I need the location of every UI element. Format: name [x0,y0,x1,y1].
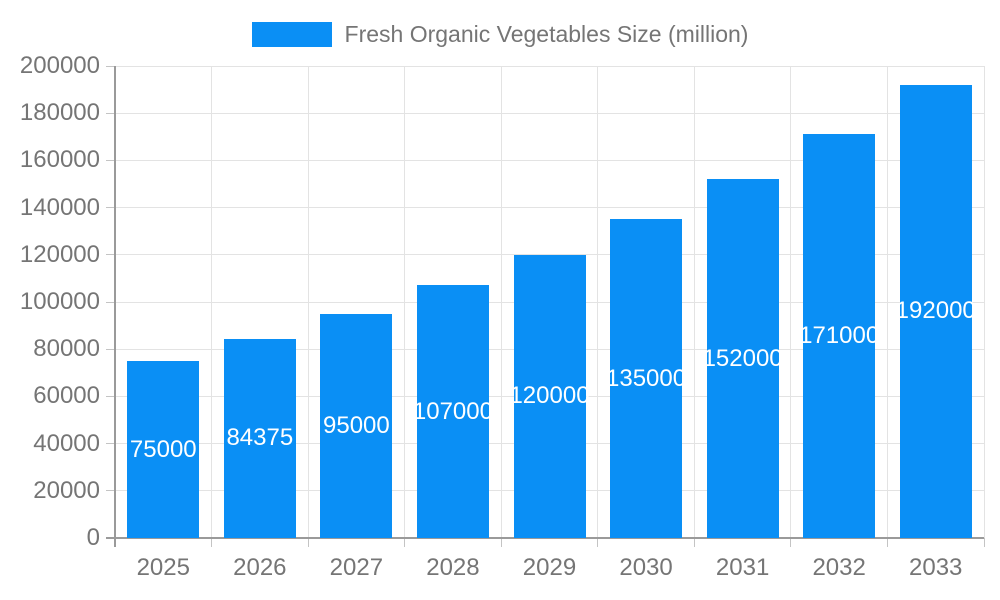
v-gridline [211,66,213,538]
h-gridline [115,207,984,209]
x-axis-tick [597,538,599,547]
x-tick-label: 2032 [812,554,866,581]
bar-2032[interactable] [803,134,876,538]
y-axis-tick [106,348,115,350]
y-axis-line [114,66,116,547]
legend-label: Fresh Organic Vegetables Size (million) [344,21,749,47]
x-tick-label: 2031 [715,554,770,581]
y-axis-tick [106,112,115,114]
bar-2033[interactable] [899,84,972,538]
x-tick-label: 2025 [136,554,190,581]
x-tick-label: 2027 [329,554,384,581]
legend-swatch[interactable] [251,22,332,48]
bar-2029[interactable] [513,254,586,538]
y-axis-tick [106,490,115,492]
v-gridline [404,66,406,538]
y-axis-tick [106,254,115,256]
y-axis-tick [106,443,115,445]
bar-2030[interactable] [610,219,683,538]
x-axis-line [106,537,984,539]
y-tick-label: 0 [86,524,100,551]
y-tick-label: 80000 [33,335,100,363]
bar-2025[interactable] [127,361,200,538]
x-tick-label: 2029 [522,554,577,581]
y-axis-tick [106,207,115,209]
x-axis-tick [693,538,695,547]
v-gridline [790,66,792,538]
v-gridline [983,66,985,538]
y-tick-label: 20000 [33,476,100,504]
v-gridline [886,66,888,538]
y-tick-label: 160000 [19,146,100,174]
plot-area: 0 20000 40000 60000 80000 100000 120000 140000 1… [20,54,985,580]
bar-2026[interactable] [223,338,296,538]
y-axis-tick [106,65,115,67]
x-axis-tick [790,538,792,547]
v-gridline [500,66,502,538]
x-tick-label: 2033 [909,554,963,581]
v-gridline [693,66,695,538]
legend: Fresh Organic Vegetables Size (million) [0,21,1000,48]
bar-2028[interactable] [416,285,489,538]
x-tick-label: 2030 [619,554,673,581]
v-gridline [307,66,309,538]
y-axis-tick [106,159,115,161]
y-tick-label: 60000 [33,382,100,410]
h-gridline [115,159,984,161]
h-gridline [115,112,984,114]
y-axis-tick [106,395,115,397]
x-axis-tick [404,538,406,547]
x-axis-tick [211,538,213,547]
y-tick-label: 40000 [33,429,100,457]
x-axis-tick [983,538,985,547]
x-axis-tick [886,538,888,547]
y-tick-label: 140000 [19,193,100,221]
y-tick-label: 200000 [19,52,100,79]
x-tick-label: 2028 [426,554,480,581]
x-tick-label: 2026 [233,554,287,581]
y-tick-label: 180000 [19,99,100,127]
h-gridline [115,65,984,67]
y-tick-label: 120000 [19,240,100,268]
bar-2031[interactable] [706,179,779,538]
x-axis-tick [500,538,502,547]
y-axis-tick [106,301,115,303]
v-gridline [597,66,599,538]
x-axis-tick [307,538,309,547]
y-tick-label: 100000 [19,288,100,315]
bar-2027[interactable] [320,313,393,538]
